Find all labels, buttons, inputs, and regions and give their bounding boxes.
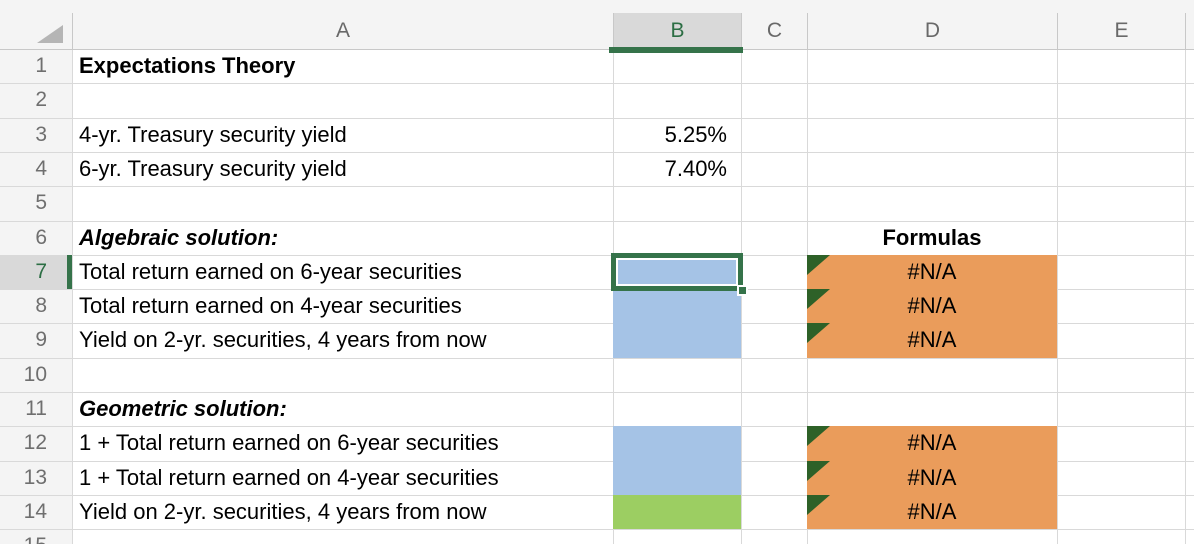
input-cells-b12-b13[interactable] bbox=[613, 426, 741, 495]
active-cell-b7-fill[interactable] bbox=[618, 259, 736, 285]
row-header-7[interactable]: 7 bbox=[0, 254, 72, 290]
row-header-8[interactable]: 8 bbox=[35, 294, 47, 318]
cell-a7-label[interactable]: Total return earned on 6-year securities bbox=[79, 258, 462, 284]
header-divider bbox=[0, 49, 1194, 50]
error-flag-icon bbox=[807, 289, 830, 310]
cell-a6-heading[interactable]: Algebraic solution: bbox=[79, 224, 279, 250]
cell-a13-label[interactable]: 1 + Total return earned on 4-year securi… bbox=[79, 464, 499, 490]
row-header-2[interactable]: 2 bbox=[35, 88, 47, 112]
row-header-12[interactable]: 12 bbox=[23, 431, 47, 455]
row-header-3[interactable]: 3 bbox=[35, 122, 47, 146]
cell-b3-value[interactable]: 5.25% bbox=[664, 121, 727, 147]
error-flag-icon bbox=[807, 323, 830, 344]
row-header-9[interactable]: 9 bbox=[35, 328, 47, 352]
fill-handle[interactable] bbox=[737, 284, 748, 296]
row-header-13[interactable]: 13 bbox=[23, 465, 47, 489]
column-header-a[interactable]: A bbox=[72, 13, 613, 49]
row-header-5[interactable]: 5 bbox=[35, 191, 47, 215]
cell-a12-label[interactable]: 1 + Total return earned on 6-year securi… bbox=[79, 430, 499, 456]
cell-d12-formula-result[interactable]: #N/A bbox=[907, 430, 957, 456]
active-cell-border[interactable] bbox=[611, 252, 743, 292]
formula-cells-d7-d9[interactable] bbox=[807, 254, 1057, 358]
cell-d13-formula-result[interactable]: #N/A bbox=[907, 464, 957, 490]
cell-b4-value[interactable]: 7.40% bbox=[664, 155, 727, 181]
row-number: 7 bbox=[35, 259, 47, 283]
error-flag-icon bbox=[807, 460, 830, 481]
column-header-c[interactable]: C bbox=[741, 13, 807, 49]
column-header-e[interactable]: E bbox=[1057, 13, 1185, 49]
cell-d8-formula-result[interactable]: #N/A bbox=[907, 293, 957, 319]
error-flag-icon bbox=[807, 426, 830, 447]
cell-a4-label[interactable]: 6-yr. Treasury security yield bbox=[79, 155, 347, 181]
row-header-4[interactable]: 4 bbox=[35, 156, 47, 180]
row-header-1[interactable]: 1 bbox=[35, 54, 47, 77]
select-all-icon bbox=[37, 25, 63, 43]
row-header-10[interactable]: 10 bbox=[23, 362, 47, 386]
column-header-b[interactable]: B bbox=[613, 13, 741, 49]
column-header-f-partial[interactable] bbox=[1185, 13, 1194, 49]
row-header-15[interactable]: 15 bbox=[0, 529, 72, 544]
error-flag-icon bbox=[807, 494, 830, 515]
cell-a8-label[interactable]: Total return earned on 4-year securities bbox=[79, 293, 462, 319]
cell-d7-formula-result[interactable]: #N/A bbox=[907, 258, 957, 284]
cell-d14-formula-result[interactable]: #N/A bbox=[907, 498, 957, 524]
answer-cell-b14[interactable] bbox=[613, 494, 741, 530]
column-header-row bbox=[0, 0, 1194, 49]
row-header-11[interactable]: 11 bbox=[25, 397, 47, 420]
cell-d9-formula-result[interactable]: #N/A bbox=[907, 327, 957, 353]
row-header-14[interactable]: 14 bbox=[23, 499, 47, 523]
cell-d6-formulas-header[interactable]: Formulas bbox=[882, 224, 982, 250]
cell-a11-heading[interactable]: Geometric solution: bbox=[79, 396, 287, 421]
cell-a3-label[interactable]: 4-yr. Treasury security yield bbox=[79, 121, 347, 147]
column-header-d[interactable]: D bbox=[807, 13, 1057, 49]
cell-a14-label[interactable]: Yield on 2-yr. securities, 4 years from … bbox=[79, 498, 487, 524]
select-all-button[interactable] bbox=[0, 0, 72, 49]
selected-row-indicator bbox=[67, 254, 72, 290]
error-flag-icon bbox=[807, 254, 830, 275]
cell-a1-title[interactable]: Expectations Theory bbox=[79, 53, 296, 78]
formula-cells-d12-d14[interactable] bbox=[807, 426, 1057, 530]
cell-a9-label[interactable]: Yield on 2-yr. securities, 4 years from … bbox=[79, 327, 487, 353]
selected-column-indicator bbox=[609, 47, 743, 53]
row-header-6[interactable]: 6 bbox=[35, 225, 47, 249]
